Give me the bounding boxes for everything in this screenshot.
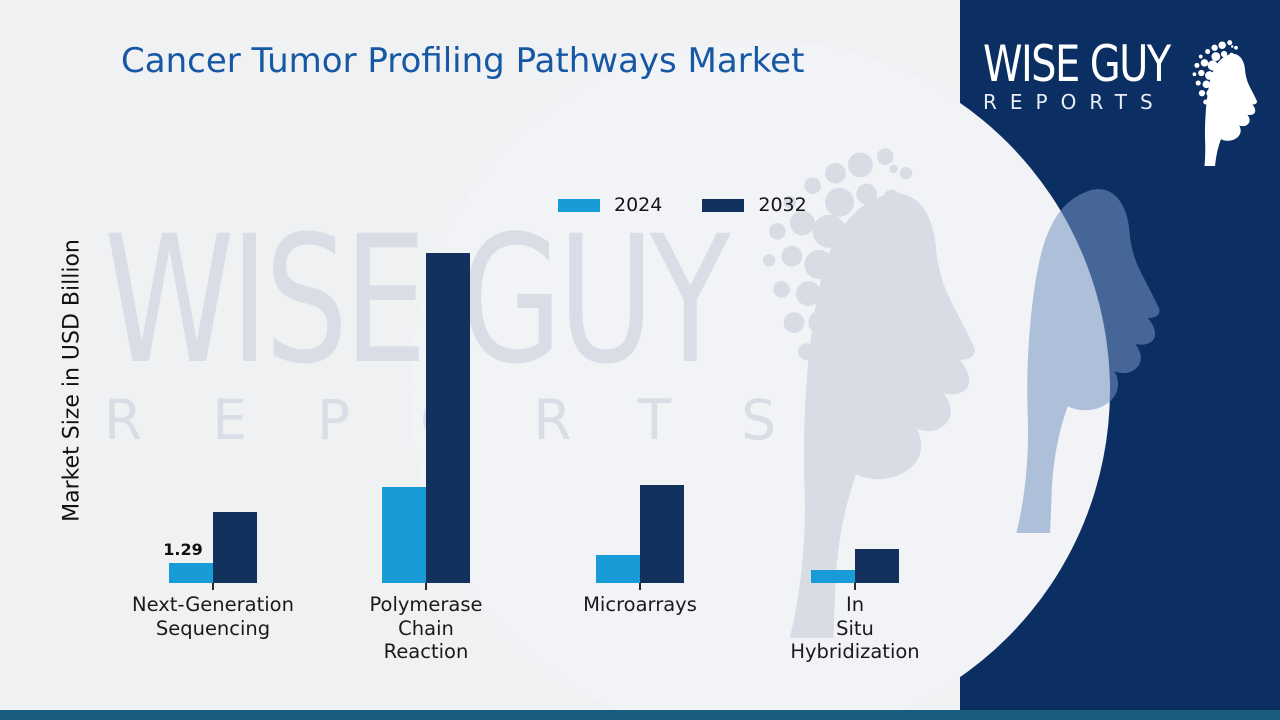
- legend-swatch-2032: [702, 198, 745, 212]
- category-label-microarrays: Microarrays: [583, 593, 697, 616]
- logo-wiseguy-text: WISE GUY: [983, 35, 1171, 93]
- chart-title: Cancer Tumor Profiling Pathways Market: [121, 41, 805, 81]
- bottom-accent-bar: [0, 710, 1280, 720]
- x-axis-tick: [639, 583, 641, 590]
- background-circle: [410, 40, 1110, 720]
- legend-label-2024: 2024: [614, 194, 663, 216]
- x-axis-tick: [212, 583, 214, 590]
- bar-2032-microarrays: [640, 485, 684, 583]
- bar-2024-microarrays: [596, 555, 640, 583]
- logo-face-icon: [1192, 40, 1257, 166]
- category-label-next-generation-sequencing: Next-Generation Sequencing: [132, 593, 294, 640]
- x-axis-tick: [425, 583, 427, 590]
- category-label-in-situ-hybridization: In Situ Hybridization: [790, 593, 920, 663]
- bar-2032-next-generation-sequencing: [213, 512, 257, 583]
- bar-2024-in-situ-hybridization: [811, 570, 855, 583]
- bar-2024-next-generation-sequencing: [169, 563, 213, 583]
- legend: 2024 2032: [558, 194, 807, 216]
- wise-guy-logo: WISE GUY REPORTS: [983, 35, 1257, 166]
- bar-2032-polymerase-chain-reaction: [426, 253, 470, 583]
- x-axis-tick: [854, 583, 856, 590]
- bar-value-label: 1.29: [163, 540, 203, 559]
- category-label-polymerase-chain-reaction: Polymerase Chain Reaction: [369, 593, 483, 663]
- bar-2024-polymerase-chain-reaction: [382, 487, 426, 583]
- legend-item-2032: 2032: [702, 194, 807, 216]
- watermark-wiseguy-text: WISE GUY: [104, 198, 731, 403]
- legend-label-2032: 2032: [758, 194, 807, 216]
- bar-2032-in-situ-hybridization: [855, 549, 899, 583]
- logo-reports-text: REPORTS: [983, 90, 1166, 114]
- legend-swatch-2024: [558, 198, 600, 212]
- legend-item-2024: 2024: [558, 194, 662, 216]
